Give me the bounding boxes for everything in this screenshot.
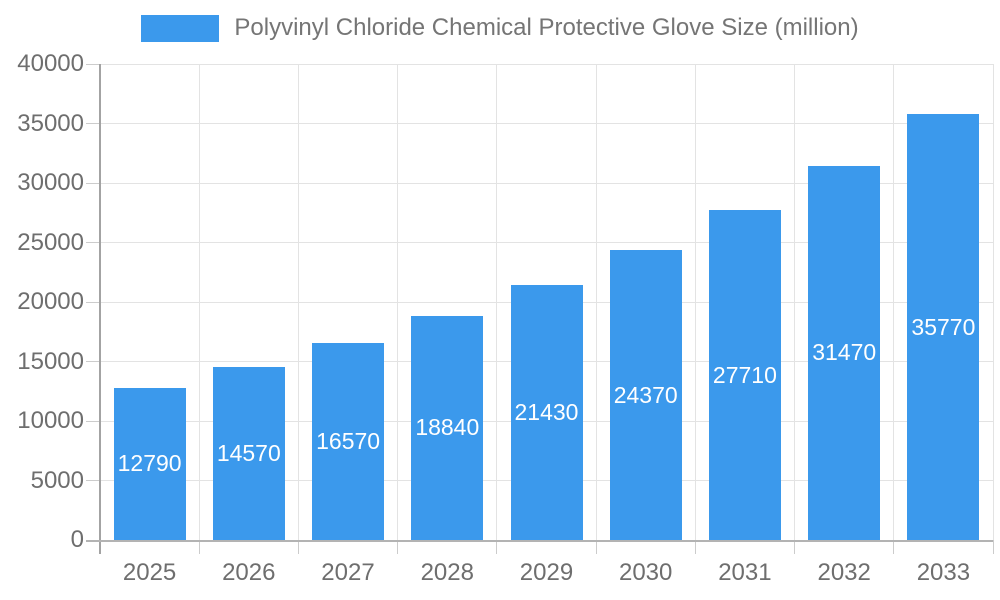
x-grid-line — [595, 64, 597, 540]
y-axis-label: 35000 — [17, 109, 84, 137]
bar: 24370 — [609, 250, 682, 540]
y-tick — [86, 420, 100, 422]
y-axis-label: 20000 — [17, 288, 84, 315]
x-tick — [297, 540, 299, 554]
bar: 31470 — [808, 165, 881, 540]
bar-value-label: 16570 — [316, 427, 381, 454]
y-axis-label: 15000 — [17, 347, 84, 375]
x-grid-line — [992, 64, 994, 540]
x-grid-line — [794, 64, 796, 540]
x-axis-label: 2028 — [420, 559, 474, 586]
y-axis-label: 25000 — [17, 228, 84, 256]
x-tick — [794, 540, 796, 554]
y-axis-label: 10000 — [17, 407, 84, 434]
x-axis-label: 2033 — [916, 559, 971, 586]
y-axis-label: 5000 — [30, 466, 84, 494]
legend-item[interactable]: Polyvinyl Chloride Chemical Protective G… — [0, 14, 1000, 42]
y-grid-line — [100, 123, 993, 124]
x-axis-label: 2026 — [222, 559, 276, 586]
x-grid-line — [198, 64, 200, 540]
x-tick — [893, 540, 895, 554]
x-axis-label: 2029 — [519, 559, 574, 586]
y-tick — [86, 123, 100, 124]
bar: 27710 — [708, 210, 781, 540]
x-axis-label: 2027 — [321, 559, 375, 586]
bar: 21430 — [510, 285, 583, 540]
x-grid-line — [893, 64, 895, 540]
x-tick — [496, 540, 498, 554]
x-tick — [992, 540, 994, 554]
legend-swatch — [141, 14, 220, 42]
bar-value-label: 18840 — [415, 414, 480, 441]
y-tick — [86, 182, 100, 184]
x-grid-line — [297, 64, 299, 540]
y-tick — [86, 242, 100, 243]
x-axis-label: 2025 — [122, 559, 177, 586]
x-axis-line — [86, 540, 993, 542]
bar-value-label: 27710 — [712, 361, 777, 388]
y-tick — [86, 301, 100, 303]
bar: 12790 — [113, 387, 186, 540]
y-tick — [86, 480, 100, 481]
x-axis-label: 2032 — [817, 559, 871, 586]
y-grid-line — [100, 63, 993, 65]
bar: 18840 — [411, 315, 484, 540]
y-axis-line — [99, 64, 101, 554]
bar: 35770 — [907, 114, 980, 540]
x-axis-label: 2030 — [618, 559, 673, 586]
bar-value-label: 31470 — [812, 339, 877, 366]
y-axis-label: 0 — [70, 526, 84, 553]
y-tick — [86, 361, 100, 362]
bar-value-label: 24370 — [613, 381, 678, 408]
x-tick — [595, 540, 597, 554]
y-grid-line — [100, 182, 993, 184]
x-tick — [198, 540, 200, 554]
y-tick — [86, 63, 100, 65]
x-grid-line — [694, 64, 696, 540]
x-grid-line — [397, 64, 399, 540]
bar: 14570 — [212, 366, 285, 540]
bar-value-label: 12790 — [117, 450, 182, 477]
x-tick — [397, 540, 399, 554]
x-grid-line — [496, 64, 498, 540]
bar-value-label: 35770 — [911, 313, 976, 340]
y-axis-label: 40000 — [17, 50, 84, 77]
y-grid-line — [100, 242, 993, 243]
y-axis-label: 30000 — [17, 169, 84, 196]
legend-label: Polyvinyl Chloride Chemical Protective G… — [234, 14, 859, 41]
bar-value-label: 21430 — [514, 399, 579, 425]
bar-value-label: 14570 — [216, 439, 281, 466]
x-axis-label: 2031 — [718, 559, 772, 586]
x-tick — [694, 540, 696, 554]
bar: 16570 — [312, 342, 385, 540]
